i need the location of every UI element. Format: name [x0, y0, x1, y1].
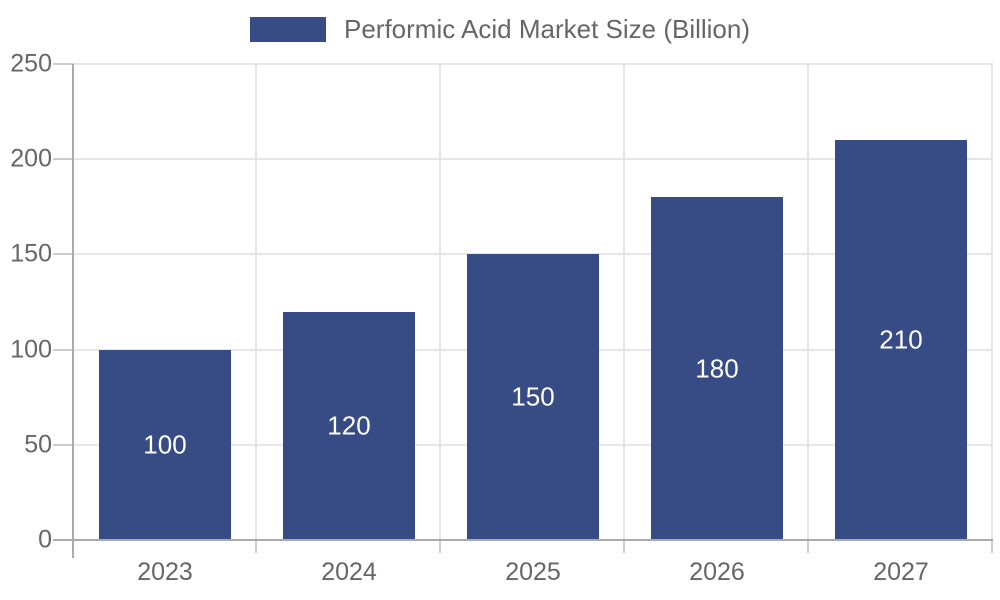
- gridline-vertical: [439, 64, 441, 540]
- y-axis-tick: [53, 253, 73, 256]
- gridline-vertical: [991, 64, 993, 540]
- y-tick-label: 250: [10, 49, 52, 78]
- gridline-vertical: [807, 64, 809, 540]
- x-axis-tick: [623, 540, 625, 553]
- y-tick-label: 200: [10, 144, 52, 173]
- x-tick-label: 2025: [505, 558, 561, 586]
- x-tick-label: 2023: [137, 558, 193, 586]
- bar-value-label: 150: [511, 381, 555, 412]
- x-tick-label: 2024: [321, 558, 377, 586]
- y-tick-label: 0: [38, 525, 52, 554]
- plot-area: 100 120 150 180 210: [73, 63, 993, 540]
- y-axis-tick: [53, 443, 73, 446]
- bar[interactable]: 180: [650, 197, 784, 540]
- bar[interactable]: 120: [282, 311, 416, 540]
- y-axis-tick: [53, 158, 73, 161]
- bar[interactable]: 100: [98, 349, 232, 540]
- y-axis-tick: [53, 348, 73, 351]
- x-tick-label: 2026: [689, 558, 745, 586]
- gridline-horizontal: [73, 63, 993, 65]
- bar-value-label: 180: [695, 353, 739, 384]
- bar[interactable]: 150: [466, 254, 600, 540]
- x-axis-tick: [807, 540, 809, 553]
- bar-value-label: 210: [879, 324, 923, 355]
- bar-value-label: 100: [143, 429, 187, 460]
- legend-series-label: Performic Acid Market Size (Billion): [344, 14, 750, 44]
- x-axis-tick: [255, 540, 257, 553]
- bar[interactable]: 210: [834, 140, 968, 540]
- x-axis-tick: [991, 540, 993, 553]
- gridline-horizontal: [73, 253, 993, 256]
- x-tick-label: 2027: [873, 558, 929, 586]
- gridline-horizontal: [73, 158, 993, 161]
- x-axis-tick: [439, 540, 441, 553]
- y-tick-label: 150: [10, 239, 52, 268]
- gridline-vertical: [255, 64, 257, 540]
- y-axis-line: [72, 64, 74, 558]
- gridline-vertical: [623, 64, 625, 540]
- y-axis-tick: [53, 63, 73, 65]
- bar-value-label: 120: [327, 410, 371, 441]
- legend-swatch: [250, 17, 326, 42]
- y-tick-label: 50: [24, 430, 52, 459]
- chart-legend[interactable]: Performic Acid Market Size (Billion): [0, 14, 1000, 45]
- y-tick-label: 100: [10, 335, 52, 364]
- x-axis-line: [53, 539, 993, 541]
